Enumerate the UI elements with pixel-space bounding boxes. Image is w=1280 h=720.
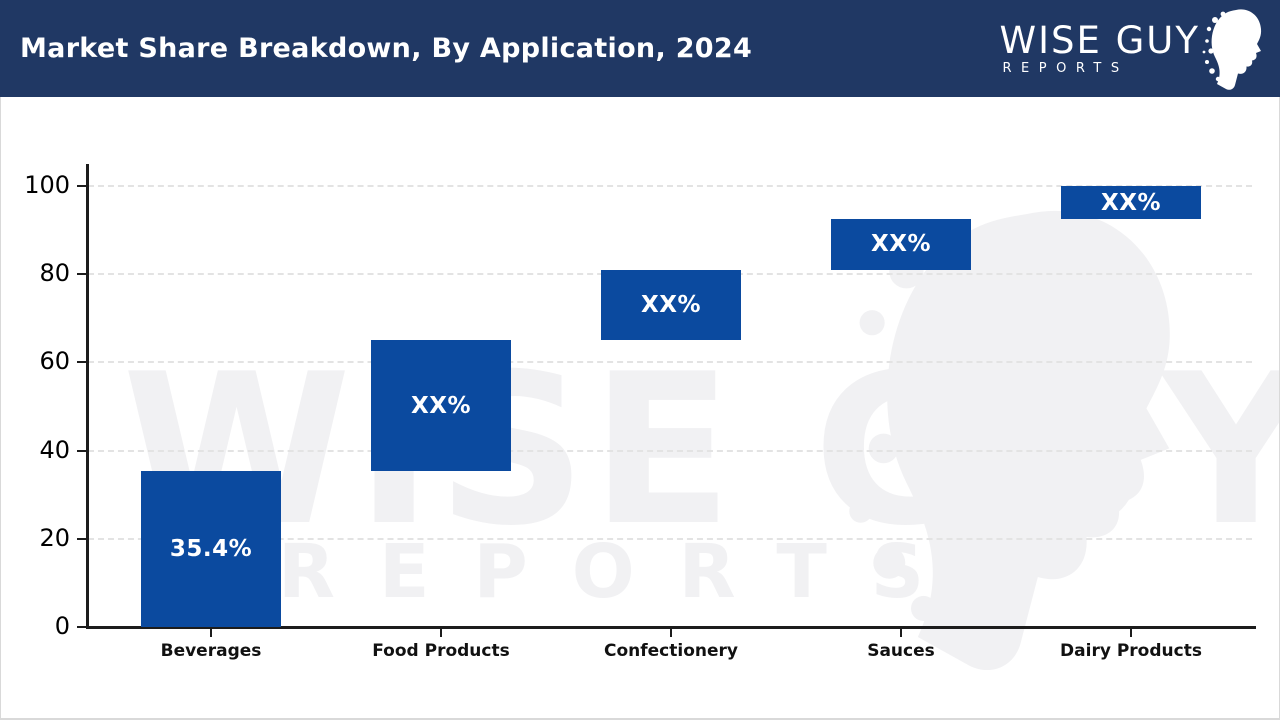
y-tick-100: [77, 185, 86, 187]
gridline-40: [88, 449, 1252, 452]
bar-value-label: XX%: [870, 231, 931, 258]
y-tick-0: [77, 626, 86, 628]
x-category-label: Sauces: [867, 641, 935, 661]
x-category-label: Beverages: [160, 641, 262, 661]
x-category-label: Confectionery: [604, 641, 738, 661]
x-category-label: Dairy Products: [1060, 641, 1202, 661]
logo-text: WISE GUY REPORTS: [1000, 22, 1200, 75]
x-tick-2: [670, 629, 672, 637]
wise-guy-reports-logo: WISE GUY REPORTS: [1000, 7, 1266, 91]
logo-head-icon: [1202, 8, 1262, 90]
chart-title: Market Share Breakdown, By Application, …: [20, 33, 753, 64]
header-bar: Market Share Breakdown, By Application, …: [0, 0, 1280, 97]
logo-subtitle: REPORTS: [1002, 61, 1129, 76]
y-tick-60: [77, 361, 86, 364]
x-category-label: Food Products: [372, 641, 510, 661]
bar-food-products: XX%: [371, 340, 511, 471]
bar-value-label: XX%: [1100, 189, 1161, 216]
y-tick-80: [77, 273, 86, 276]
bar-value-label: 35.4%: [169, 535, 253, 562]
y-axis-line: [86, 164, 89, 629]
y-tick-label-20: 20: [39, 523, 70, 552]
x-tick-0: [210, 629, 212, 637]
y-tick-20: [77, 537, 86, 540]
bar-beverages: 35.4%: [141, 470, 281, 627]
gridline-60: [88, 361, 1252, 364]
bar-value-label: XX%: [410, 392, 471, 419]
chart-canvas: WISE GUY REPORTS 0 20 40 60 80 100 35.4% Bevera…: [0, 97, 1280, 720]
bar-value-label: XX%: [640, 292, 701, 319]
y-tick-label-80: 80: [39, 259, 70, 288]
y-tick-label-100: 100: [24, 171, 70, 199]
watermark-subtitle: REPORTS: [278, 529, 969, 615]
y-tick-label-60: 60: [39, 347, 70, 376]
gridline-20: [88, 537, 1252, 540]
bar-confectionery: XX%: [601, 269, 741, 341]
y-tick-40: [77, 449, 86, 452]
x-axis-line: [86, 626, 1256, 629]
bar-dairy-products: XX%: [1061, 186, 1201, 220]
bar-sauces: XX%: [831, 219, 971, 270]
x-tick-4: [1130, 629, 1132, 637]
gridline-100: [88, 185, 1252, 187]
y-tick-label-40: 40: [39, 435, 70, 464]
x-tick-1: [440, 629, 442, 637]
logo-wordmark: WISE GUY: [999, 19, 1200, 62]
plot-area: 0 20 40 60 80 100 35.4% Beverages XX% Food Produc…: [0, 97, 1280, 720]
y-tick-label-0: 0: [54, 612, 70, 640]
x-tick-3: [900, 629, 902, 637]
